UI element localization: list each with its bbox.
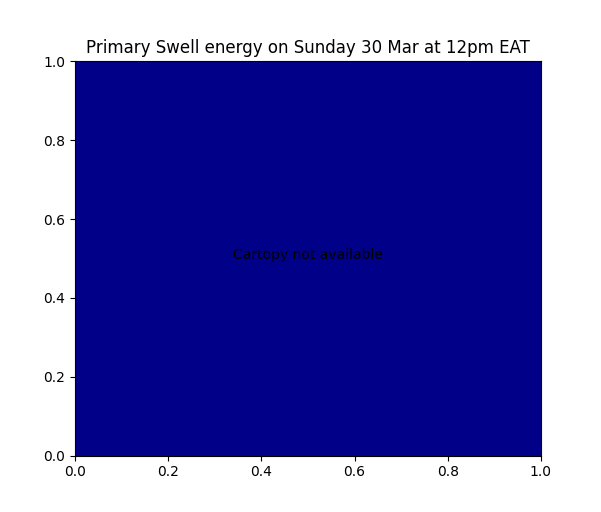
Title: Primary Swell energy on Sunday 30 Mar at 12pm EAT: Primary Swell energy on Sunday 30 Mar at… (86, 39, 530, 57)
Text: Cartopy not available: Cartopy not available (233, 248, 383, 262)
